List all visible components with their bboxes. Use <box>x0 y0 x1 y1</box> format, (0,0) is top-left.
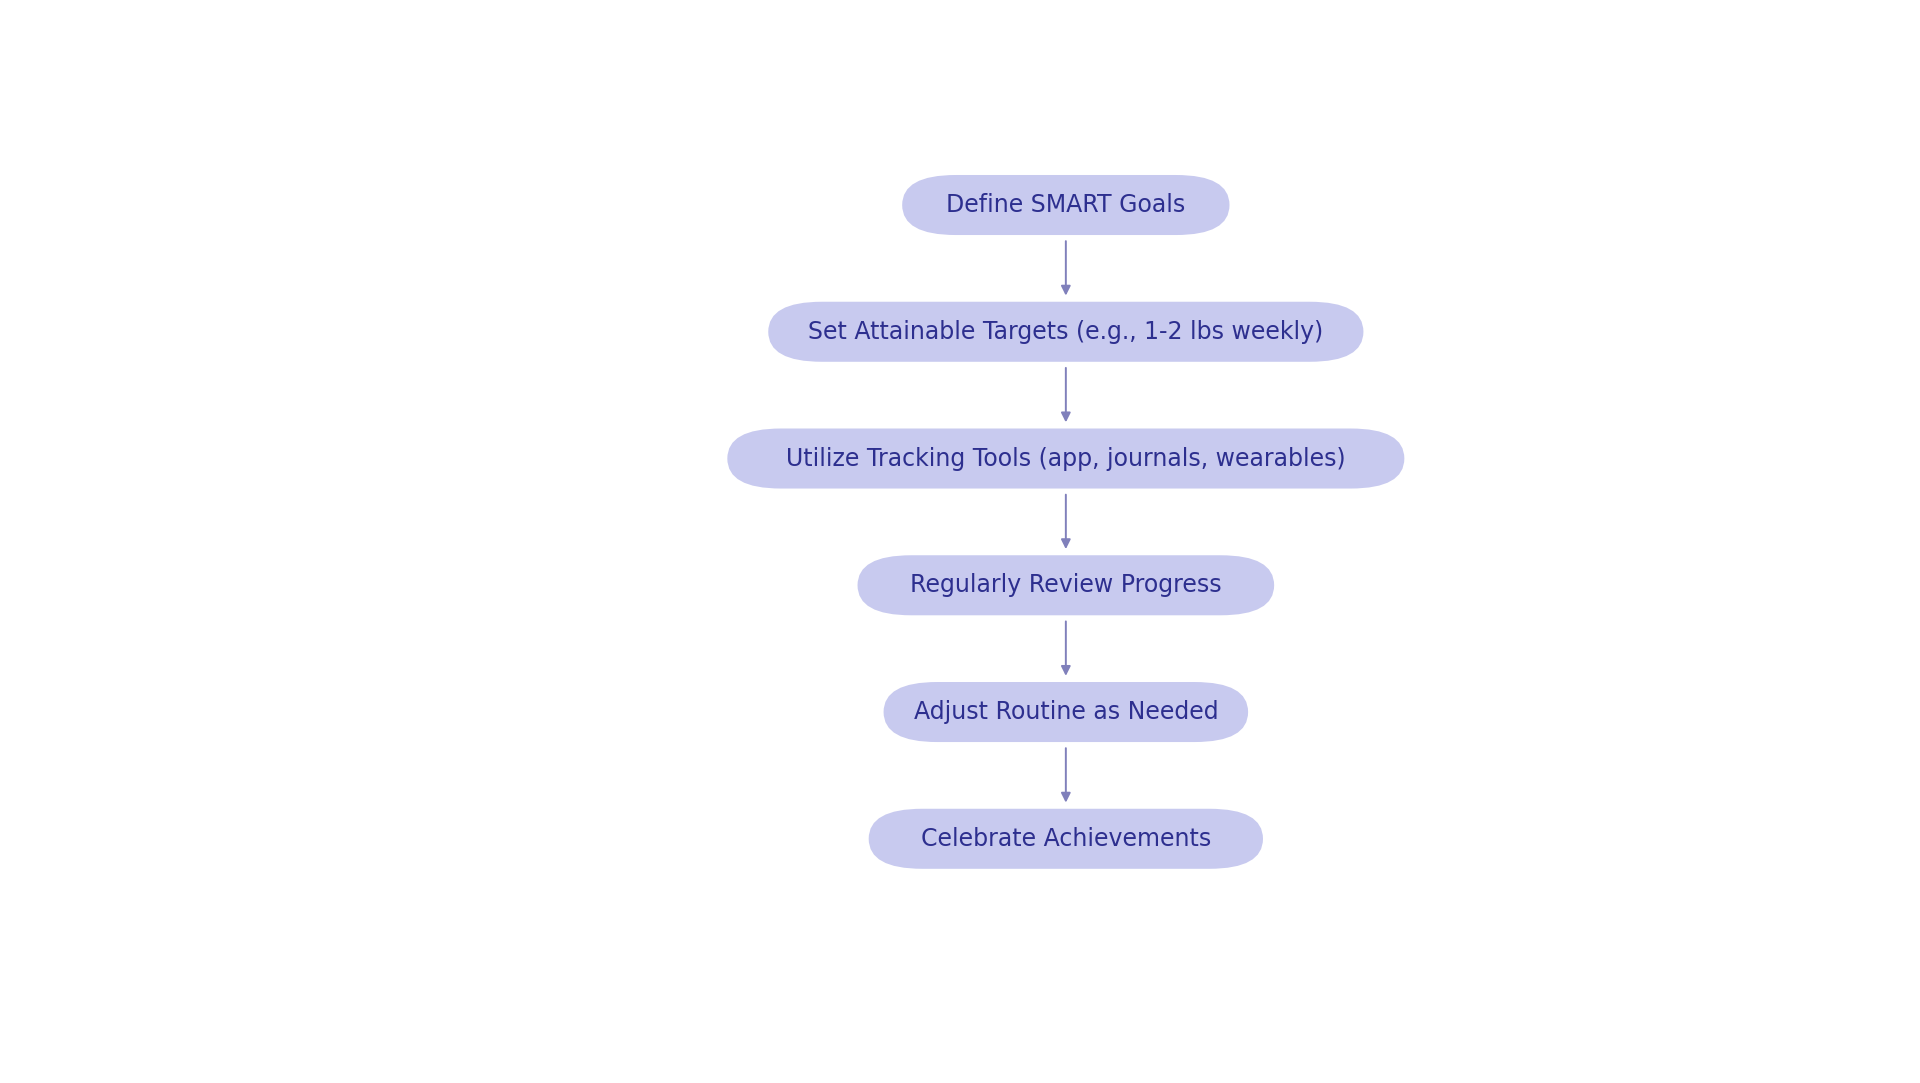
FancyBboxPatch shape <box>868 809 1263 869</box>
Text: Celebrate Achievements: Celebrate Achievements <box>922 826 1212 851</box>
FancyBboxPatch shape <box>728 429 1404 488</box>
FancyBboxPatch shape <box>883 682 1248 742</box>
Text: Define SMART Goals: Define SMART Goals <box>947 193 1185 217</box>
FancyBboxPatch shape <box>902 175 1229 235</box>
Text: Adjust Routine as Needed: Adjust Routine as Needed <box>914 700 1217 725</box>
Text: Utilize Tracking Tools (app, journals, wearables): Utilize Tracking Tools (app, journals, w… <box>785 446 1346 470</box>
Text: Regularly Review Progress: Regularly Review Progress <box>910 573 1221 598</box>
FancyBboxPatch shape <box>768 302 1363 362</box>
FancyBboxPatch shape <box>858 556 1275 615</box>
Text: Set Attainable Targets (e.g., 1-2 lbs weekly): Set Attainable Targets (e.g., 1-2 lbs we… <box>808 319 1323 343</box>
